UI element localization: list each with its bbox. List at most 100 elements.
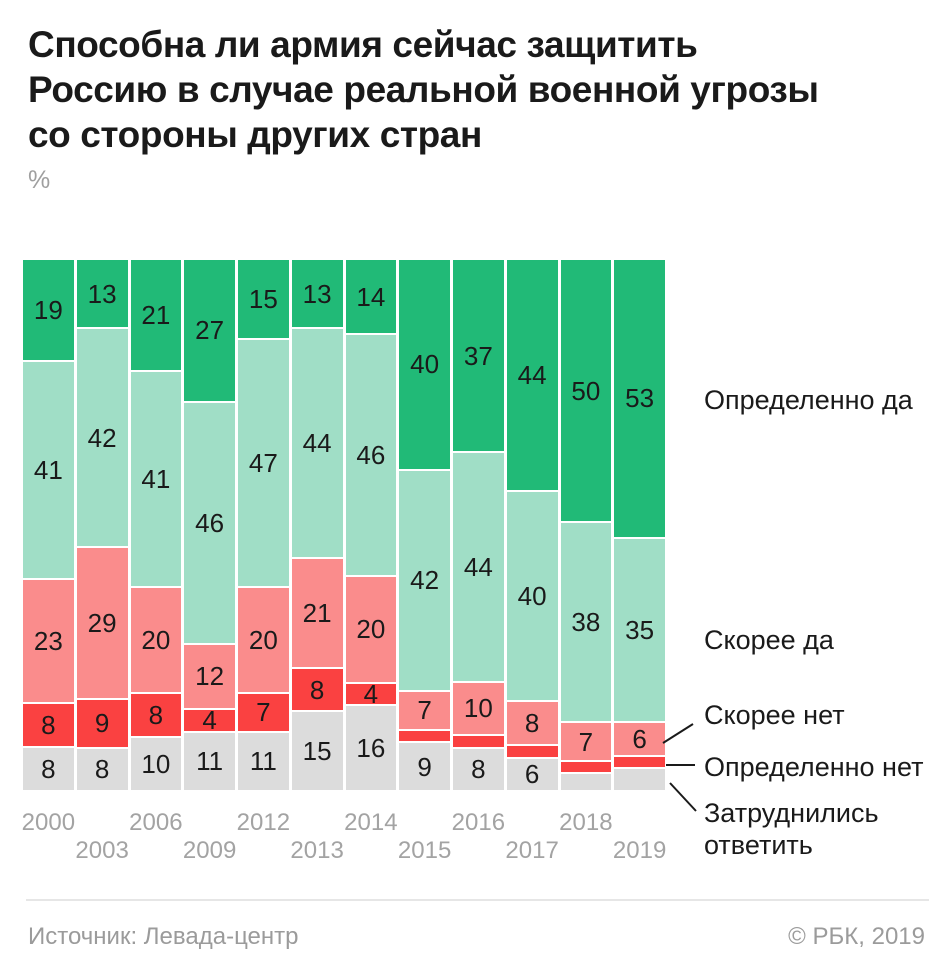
segment-value: 47 [248,447,278,478]
bar-segment: 11 [184,732,235,790]
page-title-line-1: Способна ли армия сейчас защитить [28,24,698,65]
bar-segment [506,746,558,757]
bar-segment: 8 [76,748,128,790]
copyright-label: © РБК, 2019 [788,923,925,950]
bar-segment [453,736,504,747]
segment-value: 46 [195,508,225,538]
legend-definitely-yes: Определенно да [704,385,913,415]
bar-segment: 47 [238,340,289,586]
segment-value: 21 [141,299,171,330]
bar-segment: 9 [76,700,128,747]
bar-segment: 7 [560,723,612,760]
bar-2017: 44 40 8 6 2017 [505,260,559,864]
footer-divider [26,899,929,901]
segment-value: 29 [87,608,117,639]
segment-value: 13 [302,278,332,309]
x-axis-label-2018: 2018 [559,809,613,836]
pointer-line-rather-no [662,723,694,744]
x-axis-label-2006: 2006 [129,809,183,836]
bar-segment: 16 [345,706,397,790]
bar-2014: 14 46 20 4 16 2014 [344,260,398,836]
segment-value: 4 [363,679,379,710]
bar-segment: 4 [345,679,397,710]
bar-segment: 9 [399,743,450,790]
bar-2000: 19 41 23 8 8 2000 [22,260,75,836]
bar-segment: 8 [506,702,558,745]
bar-segment: 50 [560,260,612,521]
bar-segment: 12 [184,645,235,708]
x-axis-label-2009: 2009 [182,837,237,864]
bar-segment: 35 [614,538,665,722]
bar-segment: 8 [130,694,182,736]
bar-segment: 15 [238,260,289,339]
bar-segment: 20 [238,587,289,693]
segment-value: 38 [571,607,601,638]
segment-value: 35 [625,615,655,645]
segment-value: 14 [356,281,386,312]
bar-segment: 11 [238,732,289,791]
segment-value: 8 [41,753,56,784]
bar-segment [560,761,612,773]
bar-segment: 44 [291,329,343,557]
segment-value: 50 [571,375,601,406]
x-axis-label-2017: 2017 [505,837,559,864]
bar-2009: 27 46 12 4 11 2009 [183,260,236,864]
segment-value: 8 [41,709,56,740]
segment-value: 11 [249,746,277,777]
segment-value: 13 [87,278,117,309]
pointer-line-hard-to-answer [669,782,697,812]
bar-segment: 14 [345,260,397,334]
bar-segment: 4 [184,705,235,736]
segment-value: 8 [524,708,540,739]
segment-value: 37 [463,340,493,371]
bar-segment: 8 [23,703,74,746]
segment-value: 15 [248,284,278,315]
stacked-bar-chart: 19 41 23 8 8 2000 13 42 29 9 8 2003 21 41 20 8 10 2006 27 4… [22,260,666,864]
segment-value: 27 [195,315,225,346]
bar-segment: 10 [130,737,182,791]
segment-value: 12 [195,661,225,692]
segment-value: 10 [141,748,171,779]
segment-value: 20 [248,624,278,655]
bar-segment: 15 [291,712,343,790]
bar-2003: 13 42 29 9 8 2003 [75,260,129,864]
bar-segment: 20 [130,587,182,693]
segment-value: 19 [33,295,63,326]
bar-2018: 50 38 7 2018 [559,260,613,836]
bar-segment: 53 [614,260,665,537]
bar-segment: 46 [184,402,235,644]
bar-segment: 6 [614,723,665,755]
bar-segment: 7 [399,692,450,729]
bar-segment: 13 [291,260,343,328]
segment-value: 23 [33,626,63,656]
segment-value: 7 [417,695,432,726]
segment-value: 42 [87,422,117,453]
legend-rather-no: Скорее нет [704,700,845,730]
segment-value: 46 [356,440,386,471]
bar-segment: 8 [23,747,74,791]
bar-segment: 10 [453,682,504,735]
bar-segment [614,756,665,768]
bar-2012: 15 47 20 7 11 2012 [237,260,290,836]
segment-value: 44 [302,427,332,458]
unit-label: % [28,166,51,194]
x-axis-label-2015: 2015 [397,837,452,864]
bar-segment [560,774,612,790]
segment-value: 9 [417,751,432,782]
bar-segment: 46 [345,335,397,576]
segment-value: 40 [517,581,547,612]
segment-value: 11 [196,746,224,777]
segment-value: 7 [578,726,594,757]
bar-segment [614,769,665,790]
segment-value: 42 [410,565,440,596]
bar-segment: 8 [291,669,343,711]
x-axis-label-2013: 2013 [290,837,344,864]
bar-segment: 44 [453,453,504,681]
segment-value: 4 [202,705,217,736]
bar-segment: 40 [399,260,450,469]
bar-segment: 27 [184,260,235,401]
segment-value: 10 [463,693,493,724]
bar-segment: 42 [399,470,450,691]
page-title-line-2: Россию в случае реальной военной угрозы [28,69,819,110]
bar-segment: 41 [130,371,182,586]
